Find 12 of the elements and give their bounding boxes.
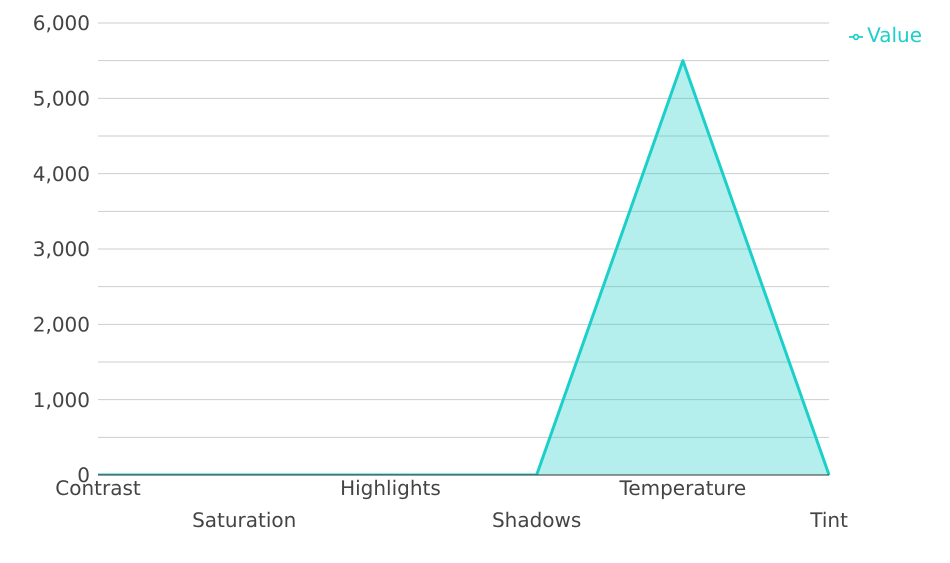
x-tick-label: Temperature	[618, 476, 746, 500]
y-tick-label: 5,000	[32, 86, 90, 110]
x-tick-label: Saturation	[192, 508, 296, 532]
x-tick-label: Tint	[809, 508, 848, 532]
y-tick-label: 6,000	[32, 11, 90, 36]
x-tick-label: Highlights	[340, 476, 441, 500]
y-tick-label: 3,000	[32, 237, 90, 262]
legend-label: Value	[867, 23, 922, 47]
x-tick-label: Shadows	[492, 508, 582, 532]
y-tick-label: 1,000	[32, 388, 90, 412]
y-tick-label: 4,000	[32, 162, 90, 186]
y-tick-label: 2,000	[32, 312, 90, 336]
